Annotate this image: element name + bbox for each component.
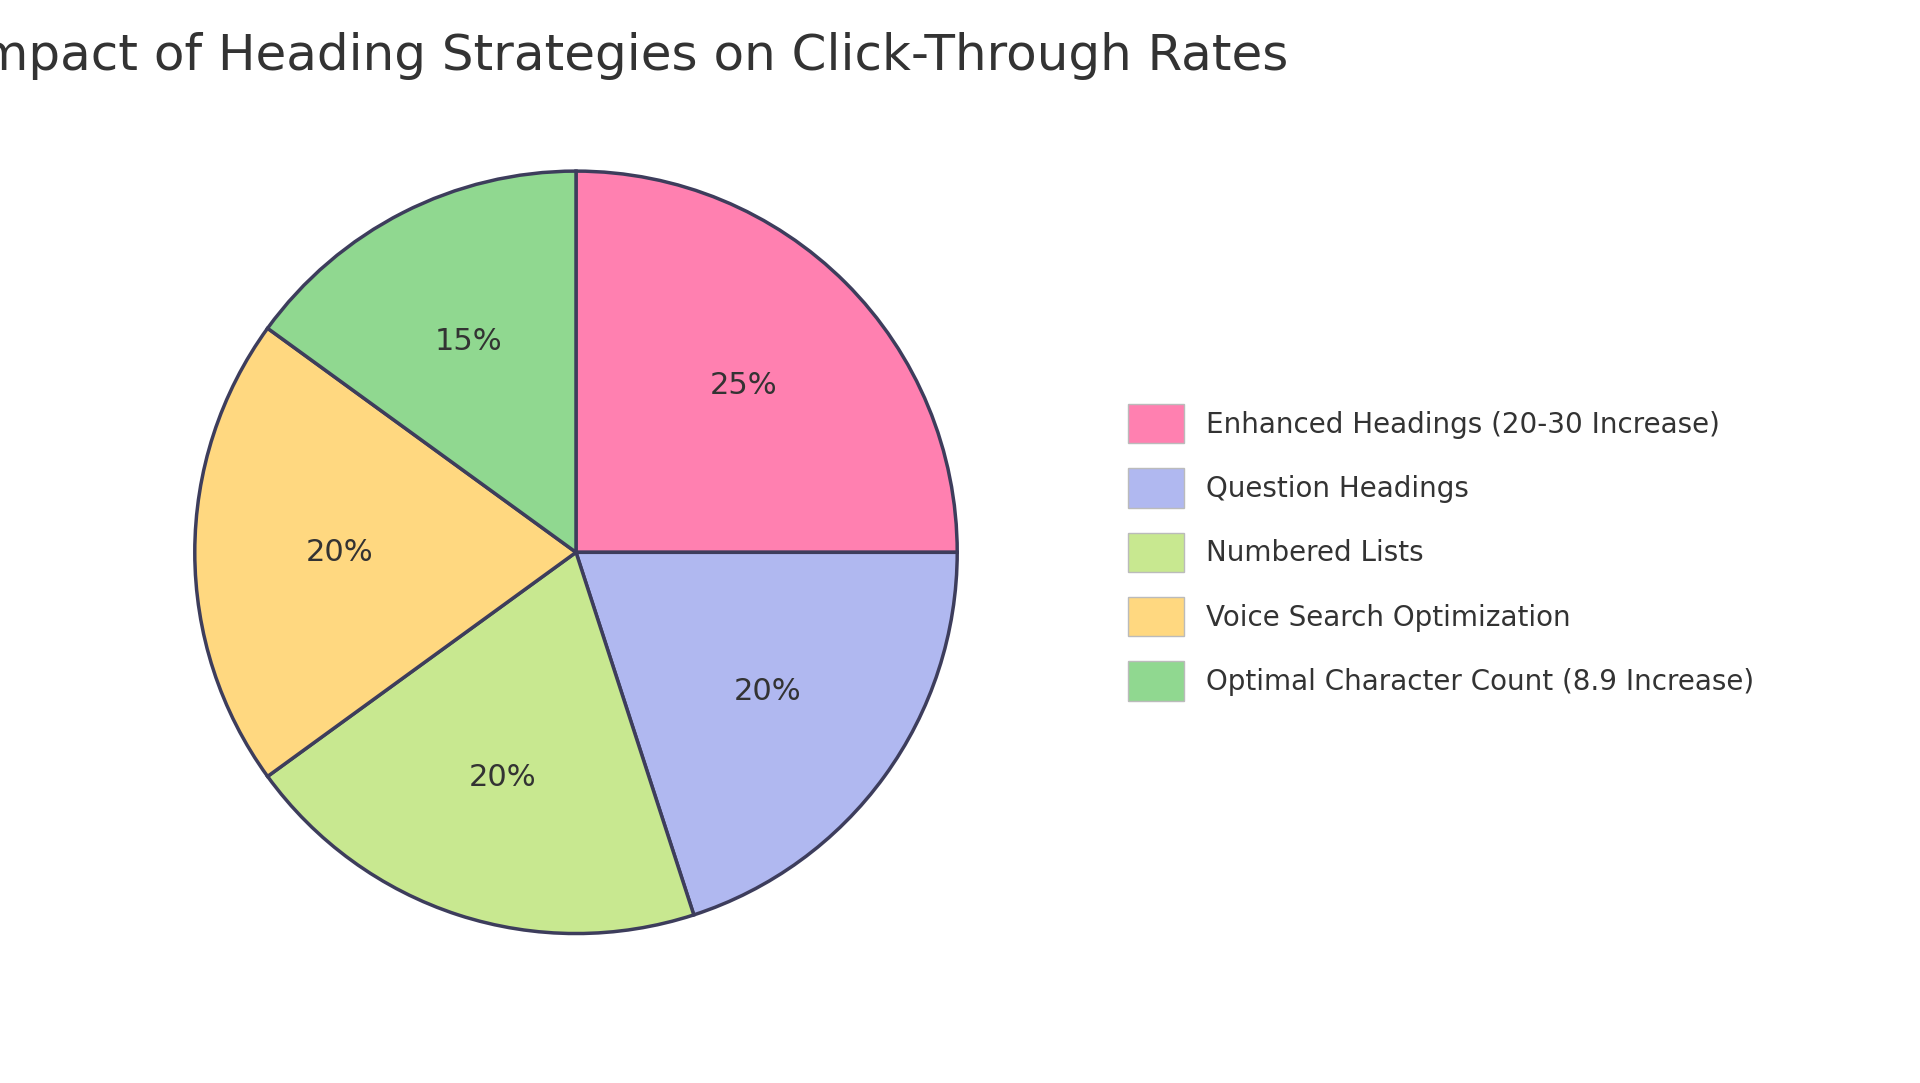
Wedge shape — [267, 171, 576, 552]
Text: 20%: 20% — [468, 762, 538, 792]
Text: 20%: 20% — [733, 677, 801, 706]
Text: 15%: 15% — [436, 327, 503, 356]
Wedge shape — [576, 552, 958, 915]
Wedge shape — [576, 171, 958, 552]
Text: 25%: 25% — [708, 370, 778, 400]
Legend: Enhanced Headings (20-30 Increase), Question Headings, Numbered Lists, Voice Sea: Enhanced Headings (20-30 Increase), Ques… — [1114, 390, 1768, 715]
Wedge shape — [194, 328, 576, 777]
Text: Impact of Heading Strategies on Click-Through Rates: Impact of Heading Strategies on Click-Th… — [0, 32, 1288, 80]
Wedge shape — [267, 552, 693, 934]
Text: 20%: 20% — [305, 538, 374, 566]
